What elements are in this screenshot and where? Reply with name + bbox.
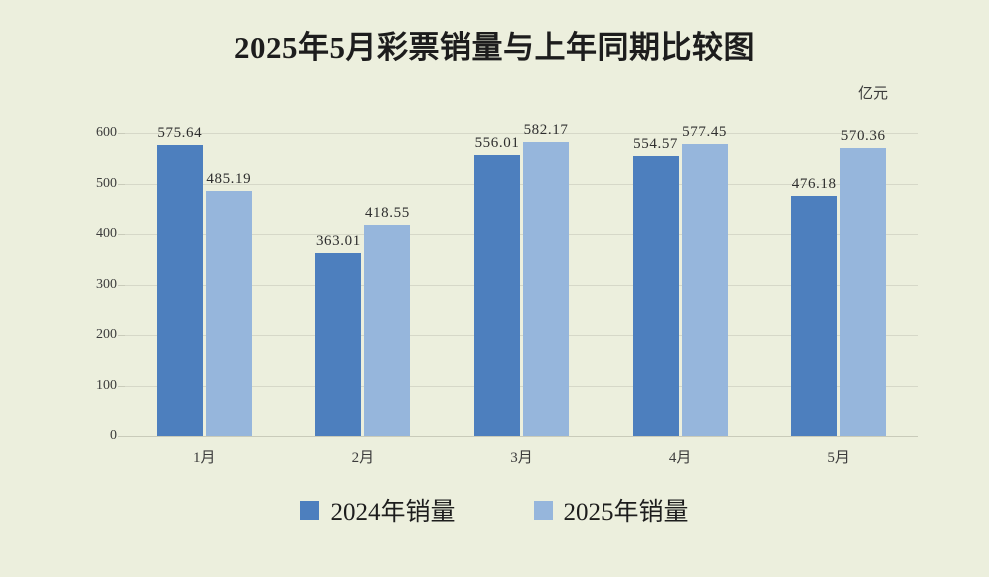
plot-area: 575.64 485.19 363.01 418.55 556.01 582.17 554.… (125, 122, 918, 437)
bar-2025[interactable]: 570.36 (840, 128, 887, 436)
bar-value-label: 582.17 (523, 122, 569, 139)
gridline (125, 335, 918, 336)
legend-item-2025[interactable]: 2025年销量 (533, 492, 689, 528)
bar-2024[interactable]: 363.01 (315, 233, 362, 436)
y-axis-tick-label: 500 (96, 175, 117, 191)
bar-2025[interactable]: 418.55 (364, 205, 411, 436)
y-axis-tick-label: 0 (110, 428, 117, 443)
y-axis-tick-label: 300 (96, 276, 117, 292)
y-axis-tick-mark (118, 234, 125, 235)
y-axis-tick-mark (118, 385, 125, 387)
bar-value-label: 556.01 (474, 135, 520, 152)
legend-label: 2025年销量 (563, 499, 689, 526)
legend-swatch-icon (300, 500, 320, 520)
bar-2024[interactable]: 554.57 (632, 136, 679, 436)
bar-2024[interactable]: 476.18 (791, 176, 838, 436)
bar-value-label: 363.01 (315, 232, 361, 249)
gridline (125, 234, 918, 235)
bar-value-label: 485.19 (206, 170, 252, 187)
x-axis-tick-label: 3月 (510, 450, 533, 466)
y-axis-unit-label: 亿元 (858, 86, 889, 102)
y-axis-tick-label: 200 (96, 327, 117, 342)
gridline (125, 284, 918, 286)
bar-2024[interactable]: 575.64 (156, 125, 203, 436)
x-axis-tick-label: 2月 (351, 450, 375, 466)
bar-value-label: 554.57 (633, 135, 679, 152)
legend-swatch-icon (533, 500, 553, 520)
x-axis-tick-label: 5月 (827, 450, 850, 466)
chart-title: 2025年5月彩票销量与上年同期比较图 (234, 30, 755, 65)
y-axis-tick-label: 100 (96, 377, 117, 393)
bar-group: 554.57 577.45 (632, 124, 728, 436)
bar-group: 363.01 418.55 (315, 133, 411, 436)
gridline (125, 133, 918, 134)
y-axis-tick-mark (118, 183, 125, 185)
bar-2024[interactable]: 556.01 (474, 135, 520, 436)
bar-2025[interactable]: 577.45 (681, 124, 728, 436)
bar-value-label: 570.36 (840, 127, 886, 144)
y-axis-tick-mark (118, 284, 125, 286)
bar-2025[interactable]: 582.17 (523, 122, 569, 436)
bar-group: 556.01 582.17 (474, 122, 569, 436)
y-axis-tick-label: 600 (96, 125, 117, 140)
y-axis-tick-label: 400 (96, 226, 117, 241)
x-axis-tick-label: 1月 (193, 450, 216, 466)
bar-value-label: 575.64 (157, 125, 203, 142)
bar-group: 476.18 570.36 (791, 128, 887, 436)
y-axis-tick-mark (118, 335, 125, 336)
gridline (125, 183, 918, 185)
y-axis-tick-mark (118, 436, 125, 437)
bar-value-label: 418.55 (364, 204, 410, 221)
legend-label: 2024年销量 (330, 499, 456, 526)
gridline (125, 385, 918, 387)
chart-legend: 2024年销量 2025年销量 (0, 492, 989, 528)
bar-value-label: 577.45 (682, 124, 728, 141)
y-axis-tick-mark (118, 133, 125, 134)
bar-value-label: 476.18 (791, 175, 837, 192)
legend-item-2024[interactable]: 2024年销量 (300, 492, 456, 528)
bar-group: 575.64 485.19 (156, 125, 252, 436)
gridline (125, 436, 918, 437)
bar-2025[interactable]: 485.19 (205, 171, 252, 436)
x-axis-tick-label: 4月 (668, 450, 692, 466)
